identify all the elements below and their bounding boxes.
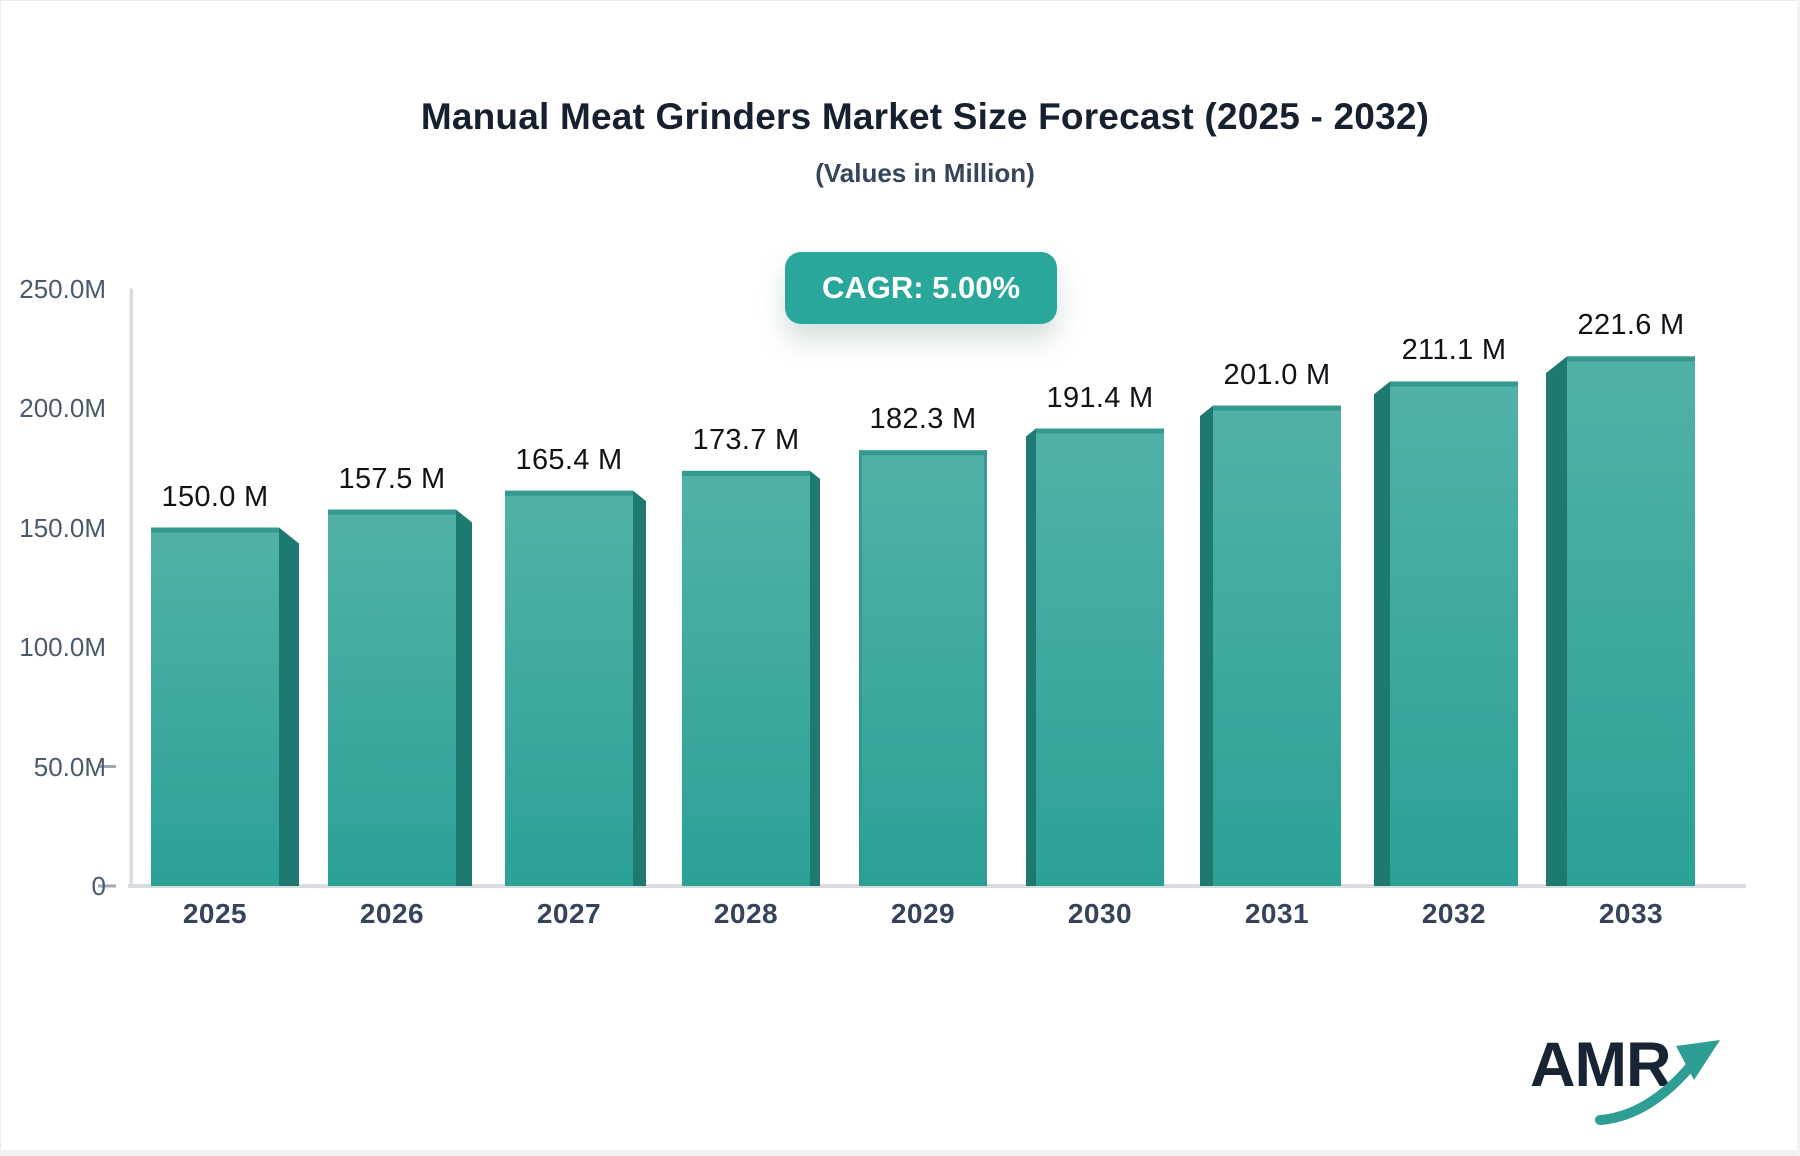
bar-top-edge <box>505 490 633 496</box>
page-bottom-edge <box>0 1150 1800 1156</box>
bar-2025[interactable] <box>151 527 299 887</box>
bar-value-label: 221.6 M <box>1577 309 1685 342</box>
bar-side-face <box>279 527 299 886</box>
x-axis-label: 2032 <box>1421 898 1487 929</box>
bar-side-face <box>1026 428 1036 886</box>
bar-value-label: 165.4 M <box>515 443 623 476</box>
x-axis-label: 2030 <box>1067 898 1133 929</box>
bar-2028[interactable] <box>682 470 820 886</box>
y-axis-label: 100.0M <box>19 632 106 662</box>
bar-side-face <box>633 490 646 886</box>
bar-left-edge <box>859 450 862 886</box>
bar-2027[interactable] <box>505 490 646 886</box>
y-axis-tick <box>98 884 116 888</box>
bar-front-face <box>1036 428 1164 886</box>
page-right-edge <box>1797 0 1800 1156</box>
chart-subtitle: (Values in Million) <box>815 158 1035 188</box>
bar-value-label: 150.0 M <box>161 480 269 513</box>
bar-value-label: 157.5 M <box>338 462 446 495</box>
bar-top-edge <box>1390 381 1518 387</box>
bar-front-face <box>328 509 456 886</box>
y-axis-label: 0 <box>91 871 106 901</box>
bar-value-label: 211.1 M <box>1401 334 1507 367</box>
bar-side-face <box>810 470 820 886</box>
bar-top-edge <box>1036 428 1164 434</box>
y-axis-line <box>129 288 133 888</box>
y-axis-label: 250.0M <box>19 273 106 304</box>
x-axis-label: 2028 <box>713 898 779 929</box>
bar-value-label: 191.4 M <box>1046 381 1154 414</box>
bar-2026[interactable] <box>328 509 472 886</box>
x-axis-label: 2031 <box>1244 898 1310 929</box>
bar-2031[interactable] <box>1200 405 1341 886</box>
bar-front-face <box>1213 405 1341 886</box>
bar-top-edge <box>859 450 987 456</box>
y-axis-label: 150.0M <box>19 512 106 543</box>
bar-top-edge <box>151 527 279 533</box>
bar-side-face <box>1200 405 1213 886</box>
x-axis-label: 2033 <box>1598 898 1664 929</box>
amr-logo: AMR <box>1522 1028 1742 1128</box>
bar-top-edge <box>682 470 810 476</box>
y-axis-label: 200.0M <box>19 393 106 423</box>
y-axis-label: 50.0M <box>33 751 106 782</box>
x-axis-label: 2029 <box>890 898 956 929</box>
bar-right-edge <box>984 450 987 886</box>
bar-2029[interactable] <box>859 450 987 886</box>
bar-front-face <box>1390 381 1518 886</box>
bar-side-face <box>1374 381 1390 886</box>
y-axis-tick <box>98 765 116 768</box>
bar-front-face <box>505 490 633 886</box>
bar-2030[interactable] <box>1026 428 1164 886</box>
bar-front-face <box>859 450 987 886</box>
bar-front-face <box>682 470 810 886</box>
bar-value-label: 201.0 M <box>1223 358 1331 391</box>
bar-value-label: 173.7 M <box>692 423 800 456</box>
bar-2033[interactable] <box>1546 356 1695 887</box>
bar-2032[interactable] <box>1374 381 1518 886</box>
growth-arrow-icon <box>1595 1040 1720 1125</box>
amr-logo-text: AMR <box>1530 1030 1671 1100</box>
x-axis-label: 2027 <box>536 898 602 929</box>
bar-side-face <box>1546 356 1567 887</box>
bar-front-face <box>1567 356 1695 887</box>
bar-top-edge <box>1567 356 1695 362</box>
cagr-badge: CAGR: 5.00% <box>785 252 1057 324</box>
bar-value-label: 182.3 M <box>869 403 977 436</box>
x-axis-label: 2025 <box>182 898 248 929</box>
bar-front-face <box>151 527 279 886</box>
bar-top-edge <box>1213 405 1341 411</box>
chart-title: Manual Meat Grinders Market Size Forecas… <box>420 96 1430 137</box>
x-axis-label: 2026 <box>359 898 425 929</box>
bar-side-face <box>456 509 472 886</box>
bar-top-edge <box>328 509 456 515</box>
